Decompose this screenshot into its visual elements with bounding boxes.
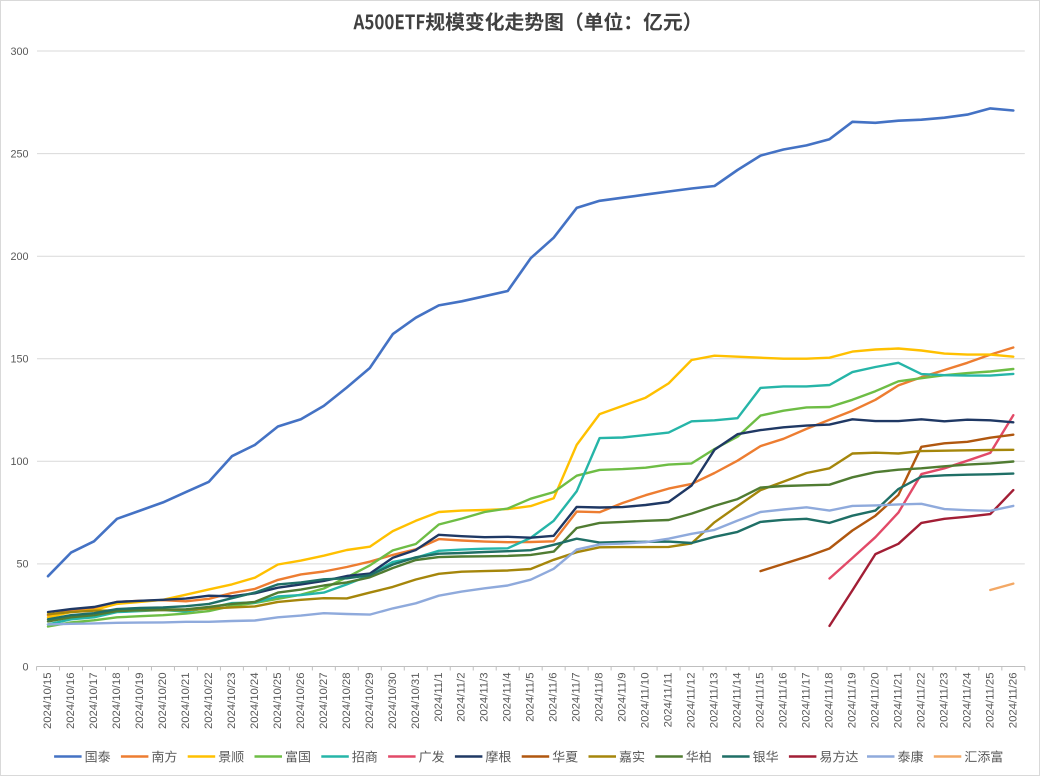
svg-text:2024/11/7: 2024/11/7: [571, 673, 583, 722]
svg-text:2024/11/12: 2024/11/12: [686, 673, 698, 729]
svg-text:2024/10/25: 2024/10/25: [272, 673, 284, 730]
svg-text:200: 200: [10, 251, 28, 263]
svg-text:2024/11/22: 2024/11/22: [915, 673, 927, 729]
svg-text:2024/10/20: 2024/10/20: [157, 673, 169, 730]
svg-text:2024/11/4: 2024/11/4: [502, 673, 514, 722]
svg-text:2024/11/15: 2024/11/15: [755, 673, 767, 729]
svg-text:2024/11/19: 2024/11/19: [846, 673, 858, 729]
svg-text:2024/11/8: 2024/11/8: [594, 673, 606, 722]
svg-text:2024/10/22: 2024/10/22: [203, 673, 215, 730]
svg-text:2024/11/17: 2024/11/17: [801, 673, 813, 729]
svg-text:2024/10/19: 2024/10/19: [134, 673, 146, 730]
svg-text:2024/10/29: 2024/10/29: [364, 673, 376, 730]
svg-text:2024/10/16: 2024/10/16: [65, 673, 77, 730]
svg-text:2024/10/23: 2024/10/23: [226, 673, 238, 730]
svg-text:2024/10/30: 2024/10/30: [387, 673, 399, 730]
svg-text:2024/10/27: 2024/10/27: [318, 673, 330, 730]
svg-text:2024/11/3: 2024/11/3: [479, 673, 491, 722]
svg-text:100: 100: [10, 456, 28, 468]
svg-text:50: 50: [16, 559, 28, 571]
svg-text:2024/10/18: 2024/10/18: [111, 673, 123, 730]
svg-text:2024/10/24: 2024/10/24: [249, 673, 261, 730]
svg-text:2024/11/2: 2024/11/2: [456, 673, 468, 722]
svg-text:300: 300: [10, 46, 28, 58]
svg-text:2024/11/5: 2024/11/5: [525, 673, 537, 722]
svg-text:2024/10/26: 2024/10/26: [295, 673, 307, 730]
svg-text:0: 0: [22, 661, 28, 673]
svg-text:150: 150: [10, 354, 28, 366]
svg-text:2024/11/26: 2024/11/26: [1007, 673, 1019, 729]
svg-text:2024/11/25: 2024/11/25: [984, 673, 996, 729]
svg-text:2024/10/17: 2024/10/17: [88, 673, 100, 730]
svg-text:2024/11/18: 2024/11/18: [824, 673, 836, 729]
svg-text:2024/10/31: 2024/10/31: [410, 673, 422, 730]
svg-text:2024/11/6: 2024/11/6: [548, 673, 560, 722]
svg-text:2024/11/11: 2024/11/11: [663, 673, 675, 728]
svg-text:2024/11/14: 2024/11/14: [732, 673, 744, 729]
svg-text:2024/11/16: 2024/11/16: [778, 673, 790, 729]
svg-text:2024/11/10: 2024/11/10: [640, 673, 652, 729]
svg-text:2024/10/15: 2024/10/15: [42, 673, 54, 730]
svg-text:2024/10/21: 2024/10/21: [180, 673, 192, 730]
svg-text:2024/11/13: 2024/11/13: [709, 673, 721, 729]
svg-text:2024/11/9: 2024/11/9: [617, 673, 629, 722]
svg-text:250: 250: [10, 148, 28, 160]
svg-text:2024/11/20: 2024/11/20: [869, 673, 881, 729]
svg-text:2024/11/1: 2024/11/1: [433, 673, 445, 722]
svg-text:2024/11/24: 2024/11/24: [961, 673, 973, 729]
svg-text:2024/10/28: 2024/10/28: [341, 673, 353, 730]
svg-text:2024/11/21: 2024/11/21: [892, 673, 904, 729]
svg-text:2024/11/23: 2024/11/23: [938, 673, 950, 729]
